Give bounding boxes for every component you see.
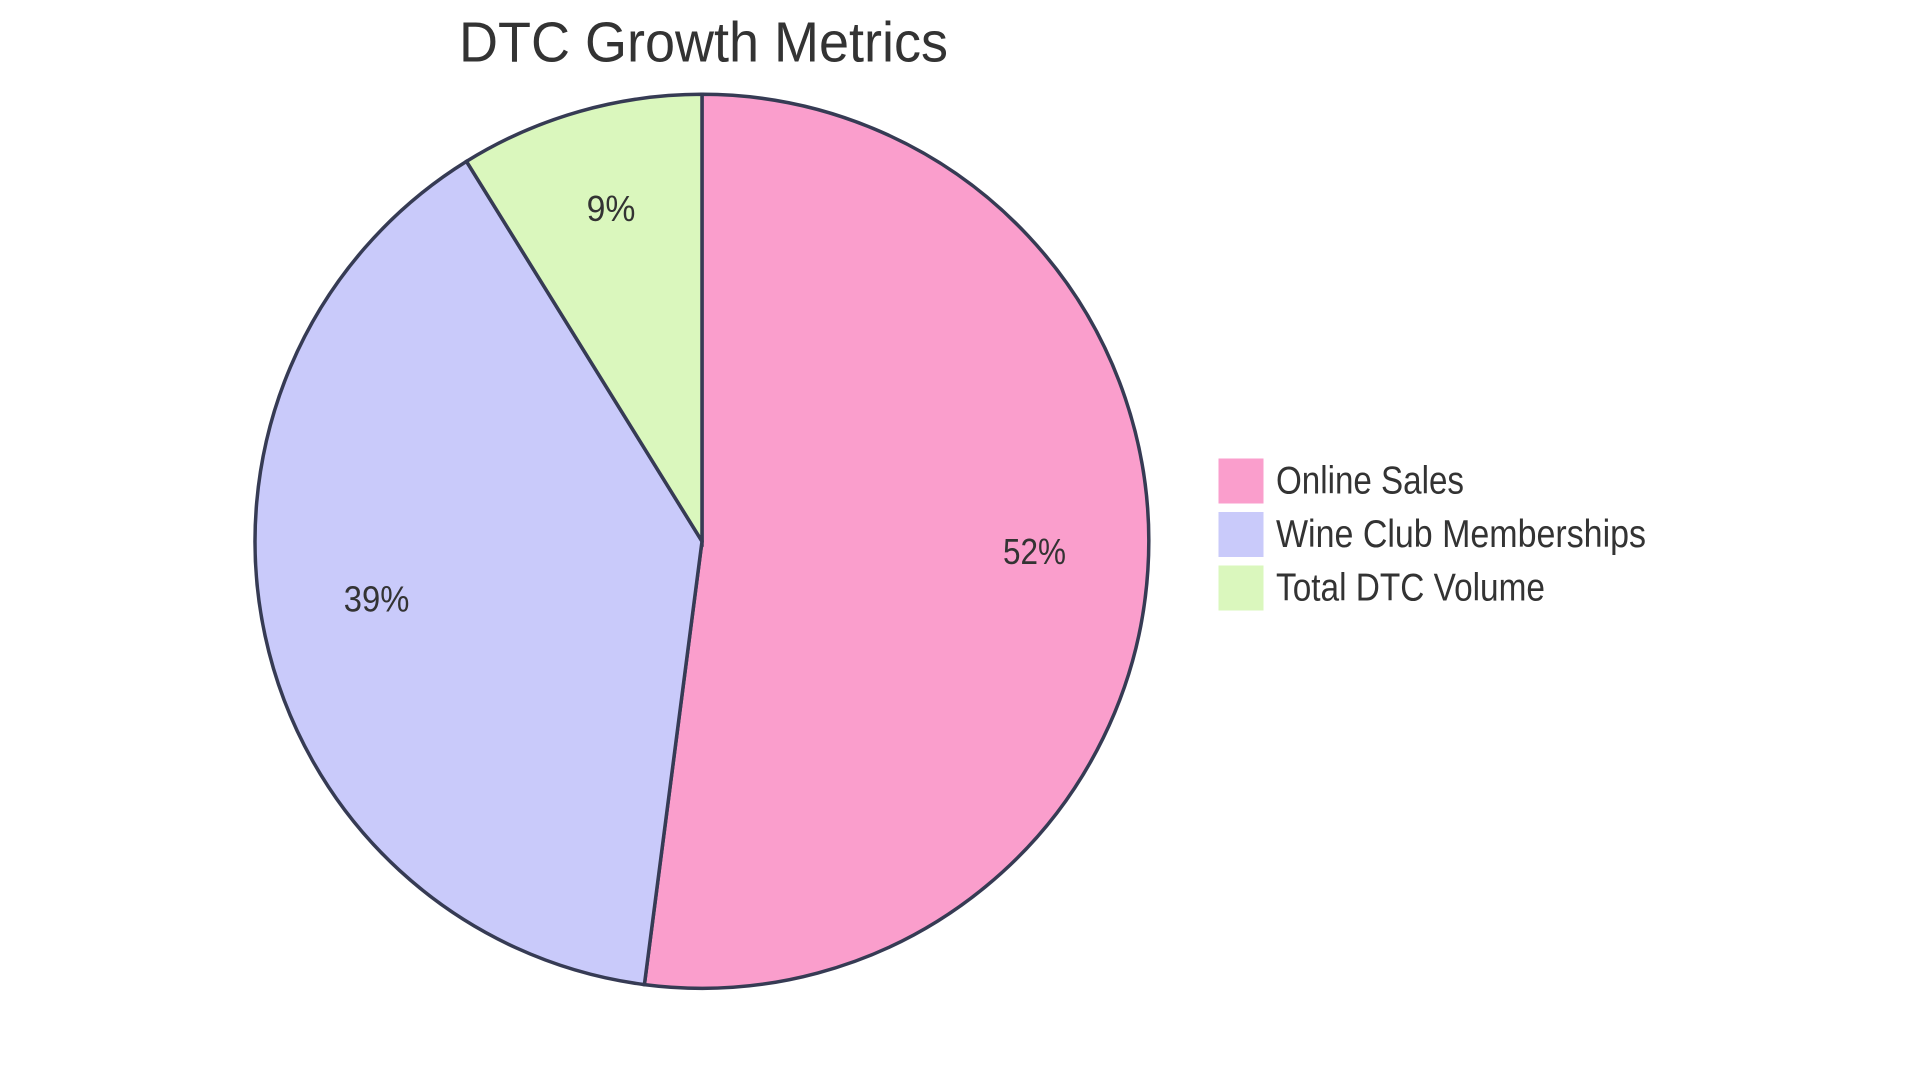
svg-text:DTC Growth Metrics: DTC Growth Metrics: [459, 11, 948, 75]
svg-text:Wine Club Memberships: Wine Club Memberships: [1276, 513, 1646, 556]
svg-text:52%: 52%: [1003, 531, 1066, 572]
svg-text:9%: 9%: [587, 188, 636, 229]
svg-text:Total DTC Volume: Total DTC Volume: [1276, 566, 1545, 609]
svg-text:Online Sales: Online Sales: [1276, 459, 1464, 502]
svg-text:39%: 39%: [344, 578, 410, 619]
